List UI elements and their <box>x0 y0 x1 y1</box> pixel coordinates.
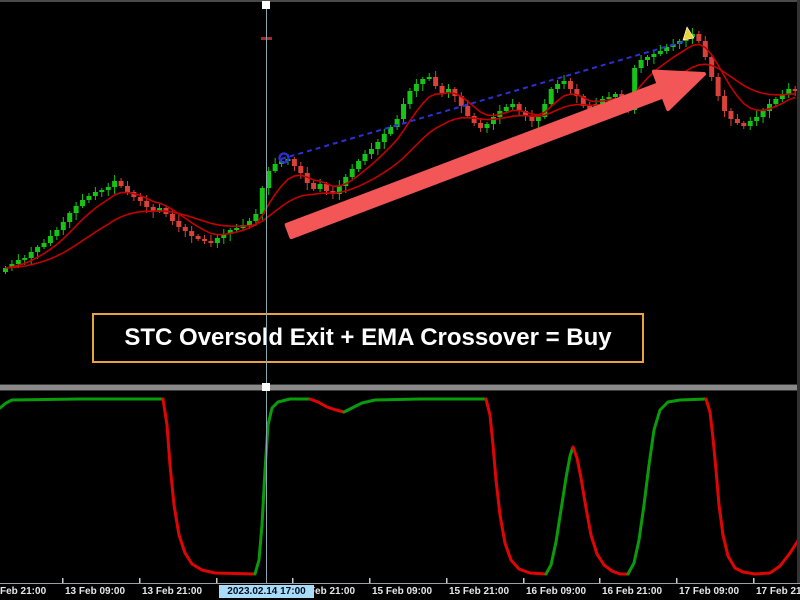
buy-signal-label: STC Oversold Exit + EMA Crossover = Buy <box>92 313 644 363</box>
window-top-border <box>0 0 800 2</box>
time-axis-label: 15 Feb 09:00 <box>372 586 433 597</box>
time-axis-label: 15 Feb 21:00 <box>449 586 510 597</box>
time-axis-label: 13 Feb 09:00 <box>65 586 126 597</box>
crosshair-handle-top[interactable] <box>262 1 270 9</box>
time-axis-label: 16 Feb 09:00 <box>526 586 587 597</box>
dashed-trendline <box>280 40 687 160</box>
crosshair-handle-mid[interactable] <box>262 383 270 391</box>
time-axis-label: 17 Feb 21:00 <box>756 586 800 597</box>
time-axis-label: 13 Feb 21:00 <box>142 586 203 597</box>
panel-separator[interactable] <box>0 384 800 391</box>
time-axis-ticks <box>62 578 755 583</box>
crosshair-vline[interactable] <box>266 2 267 583</box>
trend-annotation-arrow <box>284 69 706 240</box>
chart-markers <box>278 26 695 164</box>
time-axis[interactable]: Feb 21:00 2023.02.14 17:00 13 Feb 09:00 1… <box>0 583 800 600</box>
buy-signal-text: STC Oversold Exit + EMA Crossover = Buy <box>124 324 612 351</box>
crosshair-time-badge: 2023.02.14 17:00 <box>219 585 314 598</box>
time-axis-label: 17 Feb 09:00 <box>679 586 740 597</box>
candlestick-series <box>3 28 798 274</box>
stc-indicator-line <box>0 397 800 576</box>
window-right-border <box>797 0 800 600</box>
time-axis-label: 16 Feb 21:00 <box>602 586 663 597</box>
time-axis-label: 14 Feb 21:00 <box>295 586 356 597</box>
time-axis-label-clipped: Feb 21:00 <box>0 586 47 597</box>
